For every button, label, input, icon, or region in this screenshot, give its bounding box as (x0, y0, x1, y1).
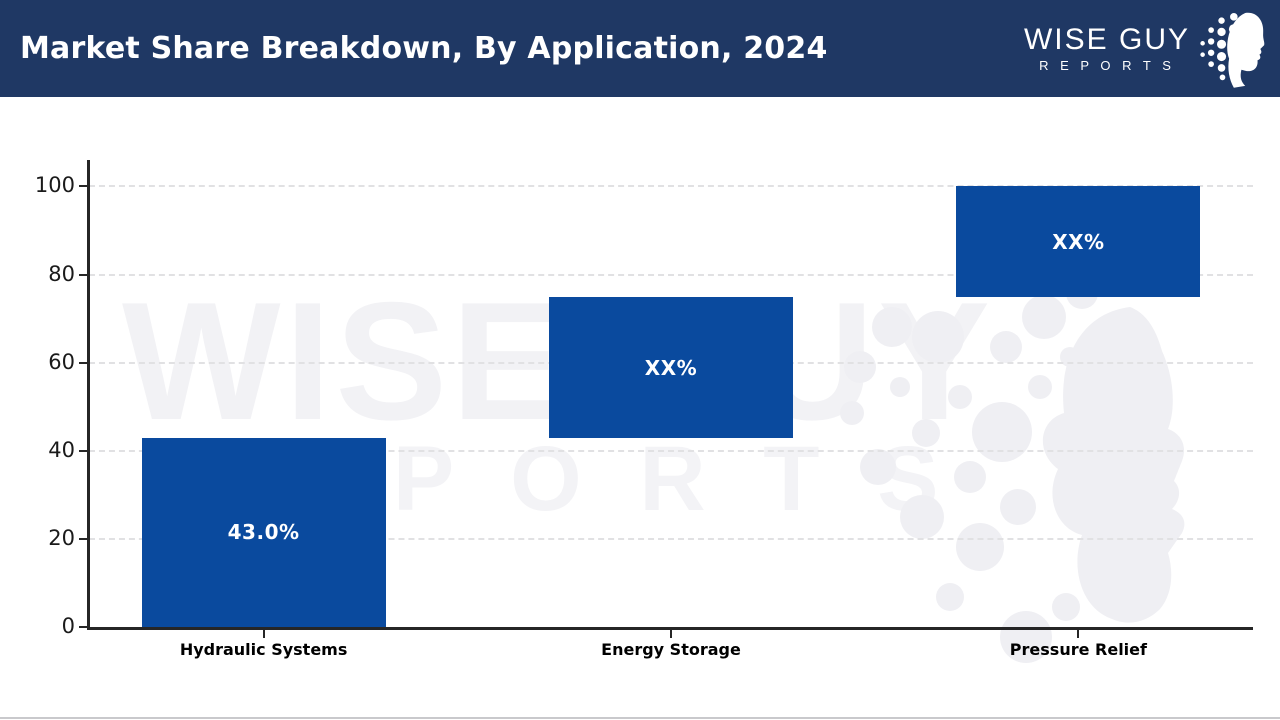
gridline (89, 537, 1253, 540)
y-tick (79, 537, 89, 540)
x-category-label: Pressure Relief (1009, 640, 1147, 659)
brand-reports-text: R E P O R T S (1039, 57, 1175, 73)
x-category-label: Hydraulic Systems (179, 640, 348, 659)
y-tick-label: 100 (34, 173, 75, 198)
bottom-border-line (0, 717, 1280, 719)
y-tick (79, 449, 89, 452)
bar-value-label: XX% (1052, 229, 1105, 254)
brand-logo: WISE GUY R E P O R T S (1024, 9, 1280, 89)
gridline (89, 273, 1253, 276)
header: Market Share Breakdown, By Application, … (0, 0, 1280, 97)
y-tick-label: 0 (61, 614, 75, 638)
x-axis-line (87, 627, 1253, 630)
y-tick (79, 273, 89, 276)
gridline (89, 449, 1253, 452)
x-tick (1077, 630, 1080, 638)
brand-name-text: WISE GUY (1023, 23, 1190, 57)
x-tick (670, 630, 672, 638)
y-tick (79, 626, 89, 628)
y-axis-line (87, 160, 90, 627)
x-category-label: Energy Storage (601, 640, 741, 659)
bar: XX% (549, 297, 793, 438)
gridline (89, 185, 1253, 188)
brand-face-icon (1200, 12, 1265, 88)
y-tick-label: 20 (48, 525, 75, 550)
x-tick (262, 630, 265, 638)
y-tick (79, 361, 89, 364)
brand-wordmark: WISE GUY R E P O R T S (1024, 24, 1190, 73)
bar: 43.0% (141, 437, 386, 627)
y-tick (79, 185, 89, 188)
y-tick-label: 40 (48, 437, 75, 462)
y-tick-label: 60 (48, 349, 75, 374)
bar: XX% (956, 186, 1201, 298)
y-tick-label: 80 (48, 261, 75, 286)
bar-value-label: 43.0% (227, 520, 300, 545)
bar-value-label: XX% (644, 355, 698, 380)
page-title: Market Share Breakdown, By Application, … (20, 31, 828, 66)
